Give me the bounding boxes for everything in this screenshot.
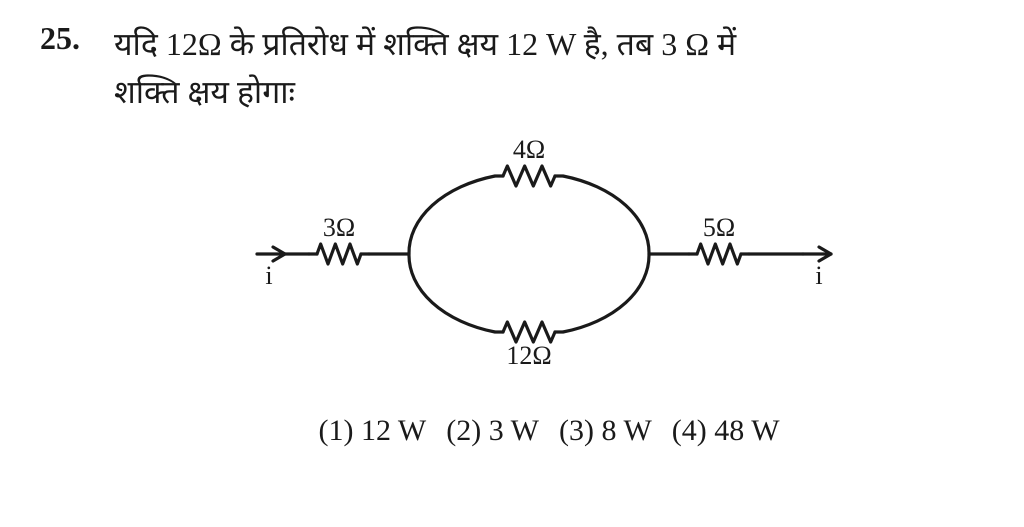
- option-1: (1) 12 W: [318, 414, 426, 448]
- svg-text:5Ω: 5Ω: [703, 213, 735, 242]
- svg-text:12Ω: 12Ω: [506, 341, 551, 370]
- question-line-2: शक्ति क्षय होगाः: [114, 74, 295, 110]
- question-body: यदि 12Ω के प्रतिरोध में शक्ति क्षय 12 W …: [114, 20, 984, 448]
- question-text: यदि 12Ω के प्रतिरोध में शक्ति क्षय 12 W …: [114, 20, 984, 116]
- svg-text:3Ω: 3Ω: [323, 213, 355, 242]
- circuit-diagram: i 3Ω 4Ω 12Ω 5Ω i: [229, 134, 869, 384]
- svg-text:i: i: [815, 261, 822, 290]
- option-4: (4) 48 W: [672, 414, 780, 448]
- svg-text:i: i: [265, 261, 272, 290]
- answer-options: (1) 12 W (2) 3 W (3) 8 W (4) 48 W: [114, 414, 984, 448]
- question-line-1: यदि 12Ω के प्रतिरोध में शक्ति क्षय 12 W …: [114, 26, 736, 62]
- option-2: (2) 3 W: [446, 414, 539, 448]
- question-number: 25.: [40, 20, 90, 57]
- circuit-diagram-wrap: i 3Ω 4Ω 12Ω 5Ω i: [114, 134, 984, 384]
- question-block: 25. यदि 12Ω के प्रतिरोध में शक्ति क्षय 1…: [40, 20, 984, 448]
- svg-text:4Ω: 4Ω: [513, 135, 545, 164]
- option-3: (3) 8 W: [559, 414, 652, 448]
